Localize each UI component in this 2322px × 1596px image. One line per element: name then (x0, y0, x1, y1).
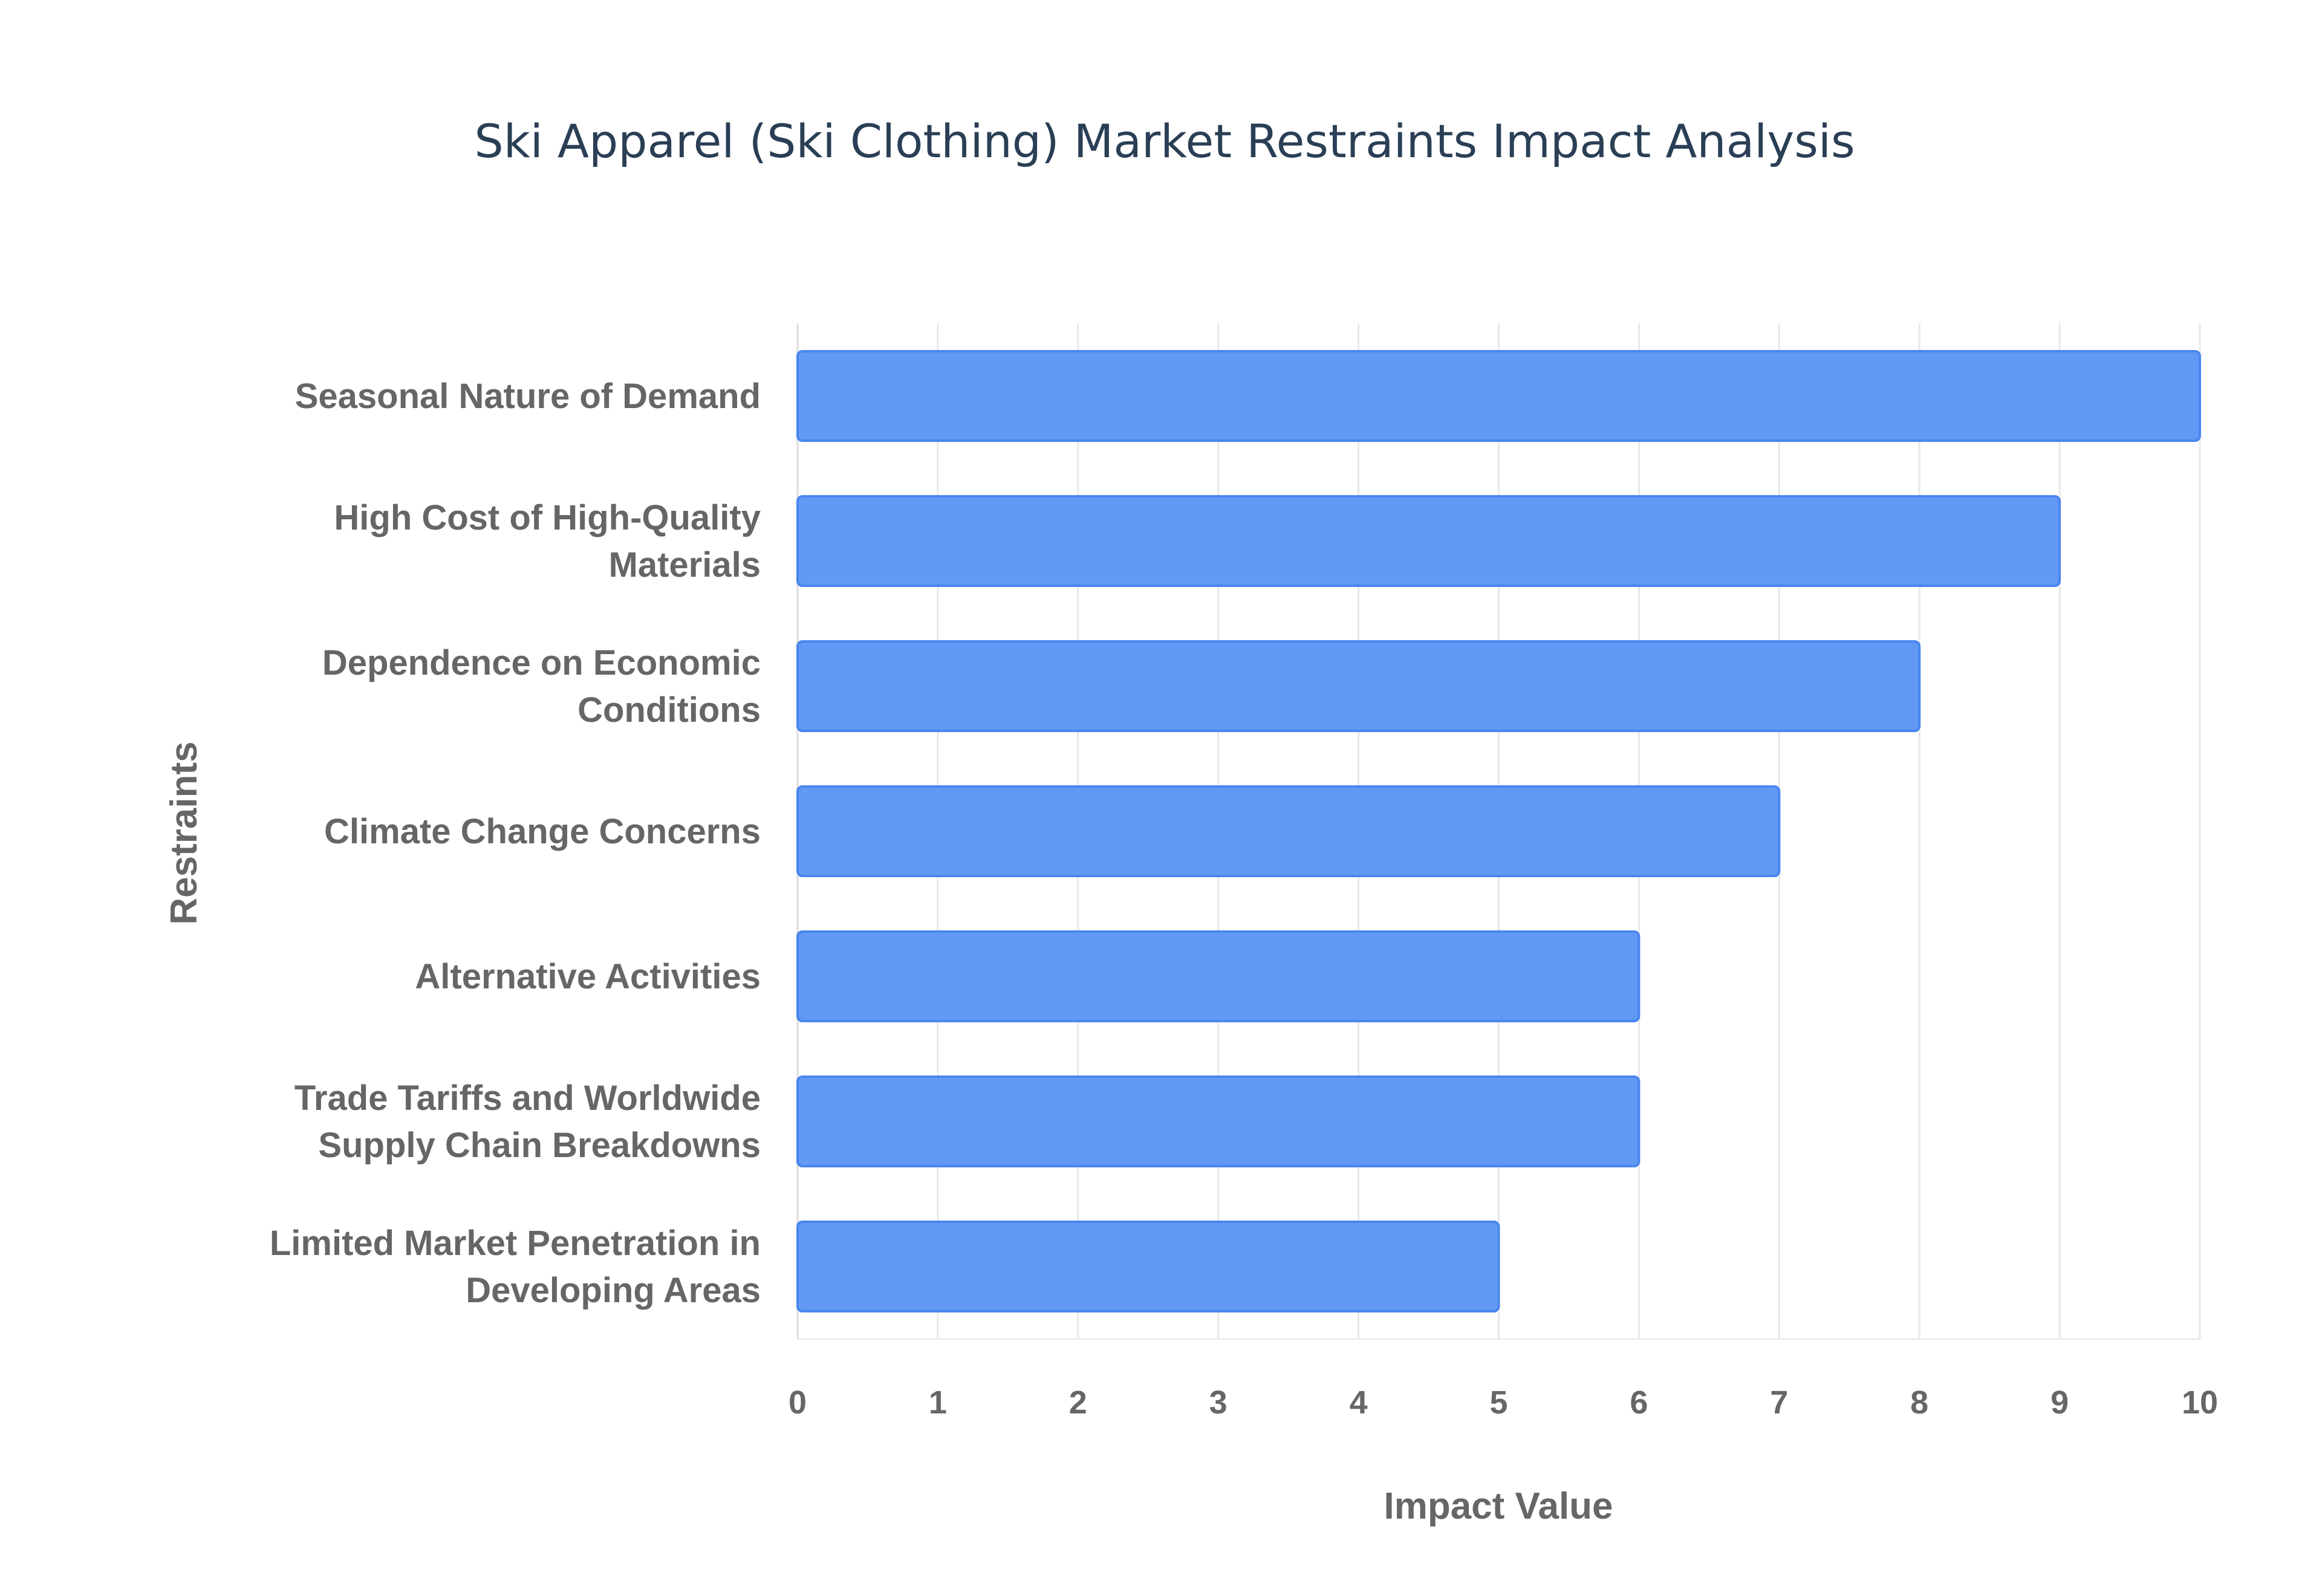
x-axis-title: Impact Value (1384, 1485, 1613, 1527)
x-tick-label: 3 (1209, 1384, 1228, 1421)
category-label: Limited Market Penetration in Developing … (270, 1224, 761, 1310)
category-label-line: Developing Areas (466, 1271, 761, 1310)
x-tick-label: 7 (1770, 1384, 1788, 1421)
bars (796, 350, 2201, 1312)
category-label: Alternative Activities (415, 957, 761, 996)
bar (796, 1075, 1641, 1167)
x-tick-label: 6 (1630, 1384, 1648, 1421)
category-label: Seasonal Nature of Demand (295, 377, 761, 416)
category-labels: Seasonal Nature of Demand High Cost of Hi… (270, 377, 761, 1310)
x-tick-label: 1 (929, 1384, 947, 1421)
category-label-line: High Cost of High-Quality (334, 498, 761, 537)
x-tick-label: 8 (1910, 1384, 1928, 1421)
category-label-line: Supply Chain Breakdowns (318, 1126, 761, 1165)
category-label-line: Dependence on Economic (322, 643, 761, 683)
x-tick-label: 4 (1350, 1384, 1368, 1421)
bar (796, 640, 1921, 732)
category-label-line: Materials (609, 545, 761, 585)
category-label: Climate Change Concerns (324, 812, 761, 851)
bar (796, 1221, 1500, 1312)
x-tick-label: 9 (2050, 1384, 2069, 1421)
chart-title: Ski Apparel (Ski Clothing) Market Restra… (474, 114, 1855, 168)
x-tick-label: 0 (789, 1384, 807, 1421)
category-label-line: Trade Tariffs and Worldwide (294, 1079, 761, 1118)
bar (796, 930, 1641, 1022)
x-tick-labels: 0 1 2 3 4 5 6 7 8 9 10 (789, 1384, 2218, 1421)
category-label-line: Conditions (577, 690, 761, 730)
category-label-line: Seasonal Nature of Demand (295, 377, 761, 416)
category-label-line: Climate Change Concerns (324, 812, 761, 851)
category-label: Trade Tariffs and Worldwide Supply Chain … (294, 1079, 761, 1165)
y-axis-title: Restraints (163, 741, 205, 924)
category-label-line: Alternative Activities (415, 957, 761, 996)
category-label: Dependence on Economic Conditions (322, 643, 761, 730)
bar (796, 350, 2201, 442)
category-label: High Cost of High-Quality Materials (334, 498, 761, 585)
x-tick-label: 2 (1069, 1384, 1087, 1421)
bar (796, 495, 2061, 587)
x-tick-label: 10 (2182, 1384, 2218, 1421)
category-label-line: Limited Market Penetration in (270, 1224, 761, 1263)
x-tick-label: 5 (1489, 1384, 1507, 1421)
bar (796, 785, 1781, 877)
